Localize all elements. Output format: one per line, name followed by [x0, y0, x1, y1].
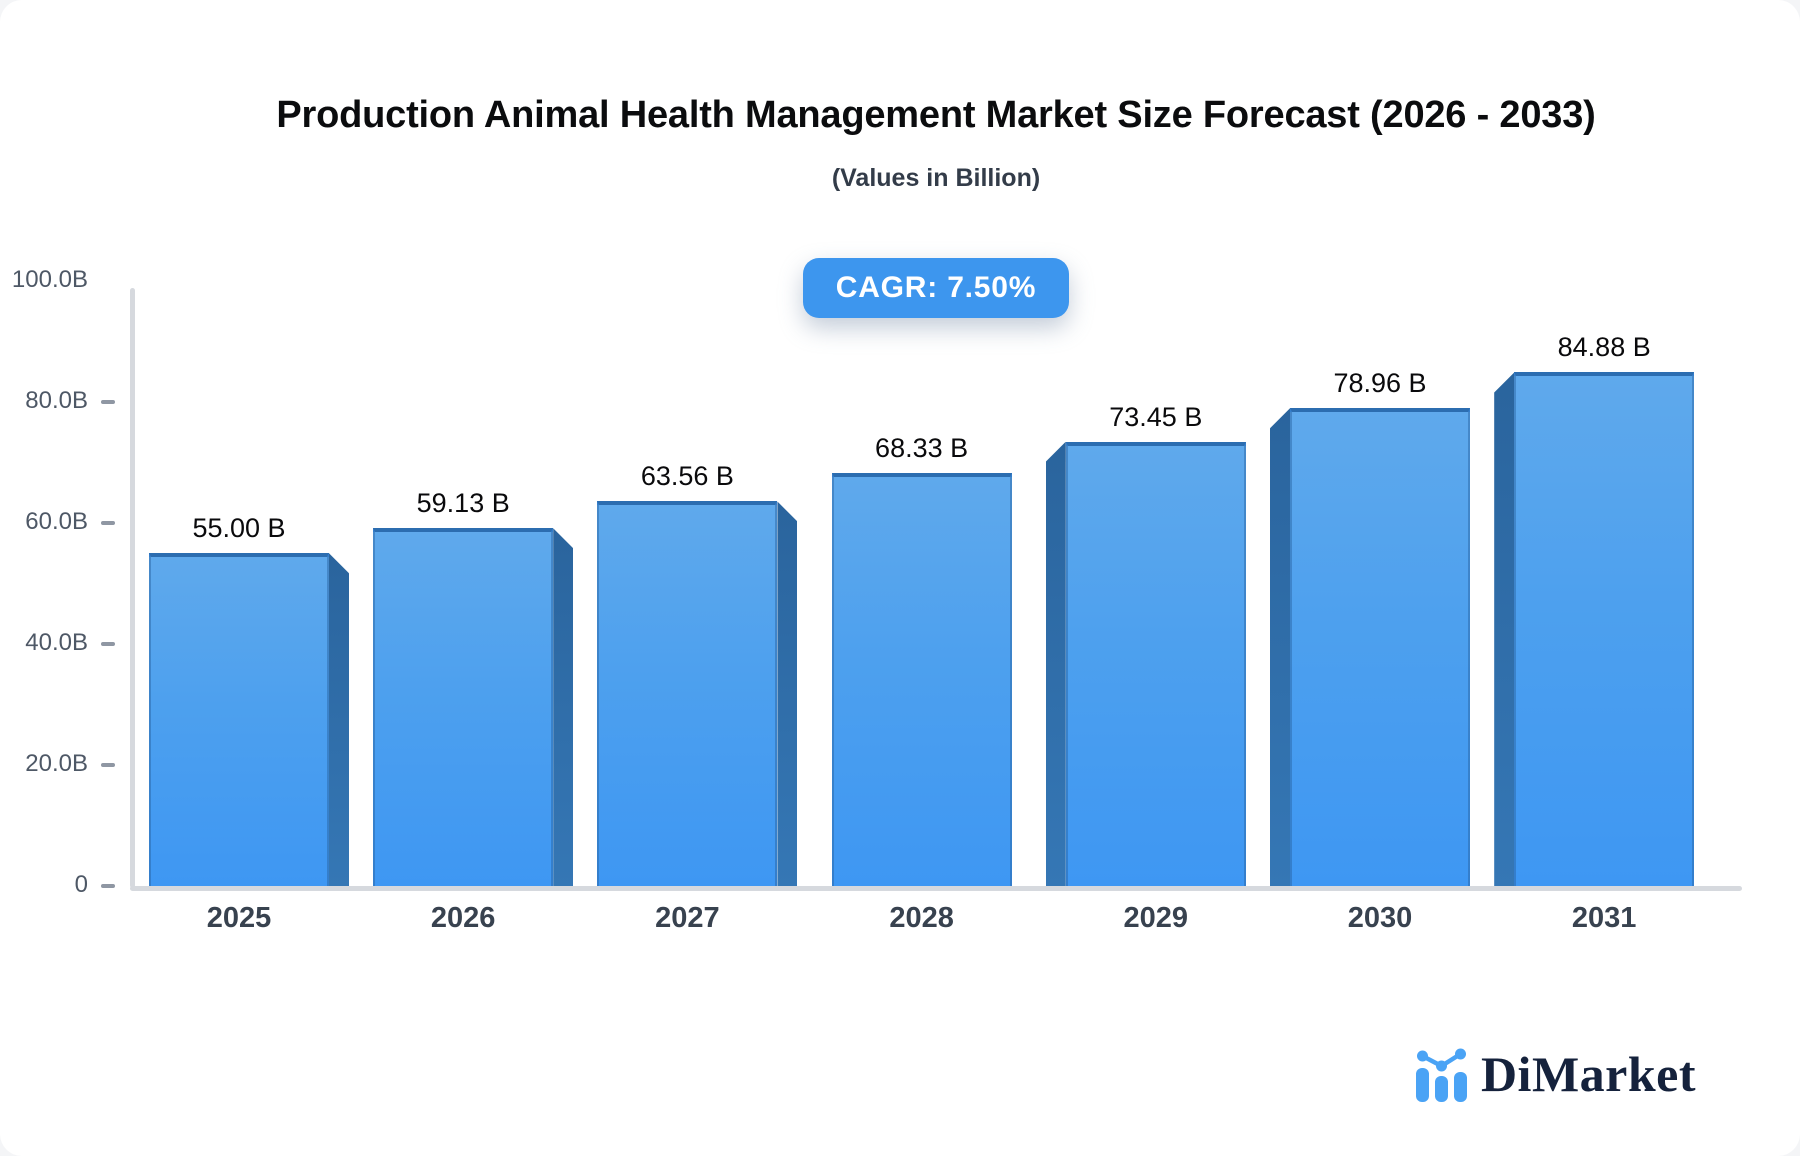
y-tick-label: 0 [74, 871, 88, 898]
x-axis-line [130, 886, 1742, 891]
bar-value-label: 84.88 B [1557, 332, 1651, 363]
plot-area: 100.0B 80.0B 60.0B 40.0B 20.0B 0 55.00 B 2025 5… [12, 266, 1742, 934]
y-tick-mark [101, 763, 115, 767]
bar-2030[interactable]: 78.96 B 2030 [1270, 368, 1470, 934]
bar-face [373, 528, 554, 886]
bar-side-face [329, 553, 349, 886]
bar-side-face [777, 501, 798, 886]
y-tick-mark [101, 884, 115, 888]
x-axis-label: 2025 [206, 902, 272, 934]
y-tick-label: 40.0B [25, 629, 88, 656]
bar-side-face [1045, 441, 1066, 886]
bar-2027[interactable]: 63.56 B 2027 [597, 461, 798, 934]
x-axis-label: 2031 [1571, 902, 1637, 934]
bar-side-face [1494, 372, 1515, 886]
brand-logo[interactable]: DiMarket [1414, 1046, 1696, 1102]
bar-value-label: 55.00 B [192, 513, 286, 544]
y-tick-label: 100.0B [11, 266, 88, 293]
bar-2031[interactable]: 84.88 B 2031 [1494, 332, 1695, 934]
x-axis-label: 2026 [430, 902, 496, 934]
bar-value-label: 78.96 B [1333, 368, 1427, 399]
bar-face [597, 501, 778, 886]
bar-face [1290, 408, 1470, 886]
brand-name: DiMarket [1480, 1046, 1696, 1102]
bar-face [831, 472, 1012, 886]
y-tick-mark [101, 400, 115, 404]
y-tick-mark [101, 642, 115, 646]
chart-subtitle: (Values in Billion) [831, 164, 1041, 192]
bar-value-label: 73.45 B [1109, 401, 1203, 432]
bar-2029[interactable]: 73.45 B 2029 [1045, 402, 1246, 934]
bar-face [1514, 372, 1695, 886]
x-axis-label: 2029 [1123, 902, 1189, 934]
bar-value-label: 59.13 B [416, 488, 510, 519]
bar-value-label: 68.33 B [875, 432, 969, 463]
bar-face [1065, 441, 1246, 886]
x-axis-label: 2030 [1347, 902, 1413, 934]
y-tick-label: 20.0B [25, 750, 88, 777]
bar-side-face [1270, 408, 1290, 886]
bar-side-face [553, 528, 574, 886]
cagr-badge: CAGR: 7.50% [802, 258, 1070, 318]
chart-title: Production Animal Health Management Mark… [276, 94, 1596, 136]
bar-2025[interactable]: 55.00 B 2025 [149, 513, 349, 934]
x-axis-label: 2027 [655, 902, 720, 934]
y-axis-line [130, 288, 135, 888]
y-tick-mark [101, 521, 115, 525]
bar-face [149, 553, 329, 886]
y-tick-label: 60.0B [25, 508, 88, 535]
cagr-badge-row: CAGR: 7.50% [130, 258, 1742, 318]
y-tick-label: 80.0B [25, 387, 88, 414]
bar-2026[interactable]: 59.13 B 2026 [373, 488, 574, 934]
x-axis-label: 2028 [889, 902, 954, 934]
bar-value-label: 63.56 B [640, 461, 734, 492]
bar-chart-trend-icon [1415, 1048, 1467, 1102]
bar-2028[interactable]: 68.33 B 2028 [822, 433, 1022, 934]
